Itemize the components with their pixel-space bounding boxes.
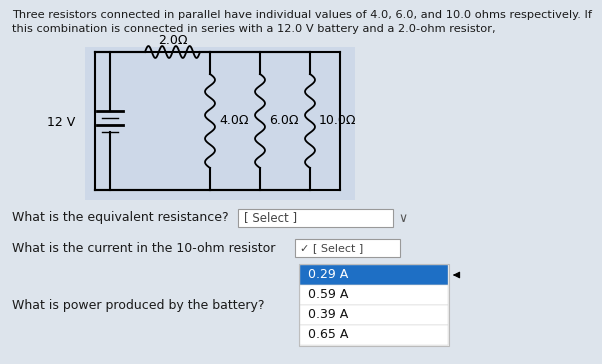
FancyBboxPatch shape [300, 285, 448, 305]
Text: 4.0Ω: 4.0Ω [219, 115, 249, 127]
Text: 12 V: 12 V [47, 116, 75, 130]
Text: 2.0Ω: 2.0Ω [158, 33, 187, 47]
Text: 0.39 A: 0.39 A [308, 309, 348, 321]
Text: ∨: ∨ [398, 211, 407, 225]
FancyBboxPatch shape [300, 305, 448, 325]
Text: 6.0Ω: 6.0Ω [269, 115, 299, 127]
FancyBboxPatch shape [238, 209, 393, 227]
Text: What is the current in the 10-ohm resistor: What is the current in the 10-ohm resist… [12, 241, 275, 254]
FancyBboxPatch shape [295, 239, 400, 257]
Text: What is power produced by the battery?: What is power produced by the battery? [12, 298, 264, 312]
Text: ✓ [ Select ]: ✓ [ Select ] [300, 243, 363, 253]
Text: Three resistors connected in parallel have individual values of 4.0, 6.0, and 10: Three resistors connected in parallel ha… [12, 10, 592, 20]
Text: What is the equivalent resistance?: What is the equivalent resistance? [12, 211, 229, 225]
FancyBboxPatch shape [300, 265, 448, 285]
Text: 0.65 A: 0.65 A [308, 328, 349, 341]
Text: 0.29 A: 0.29 A [308, 269, 348, 281]
Text: 0.59 A: 0.59 A [308, 289, 349, 301]
Text: 10.0Ω: 10.0Ω [319, 115, 356, 127]
Bar [85, 47, 355, 200]
FancyBboxPatch shape [300, 325, 448, 345]
Text: [ Select ]: [ Select ] [244, 211, 297, 225]
FancyBboxPatch shape [299, 264, 449, 346]
Text: this combination is connected in series with a 12.0 V battery and a 2.0-ohm resi: this combination is connected in series … [12, 24, 495, 34]
